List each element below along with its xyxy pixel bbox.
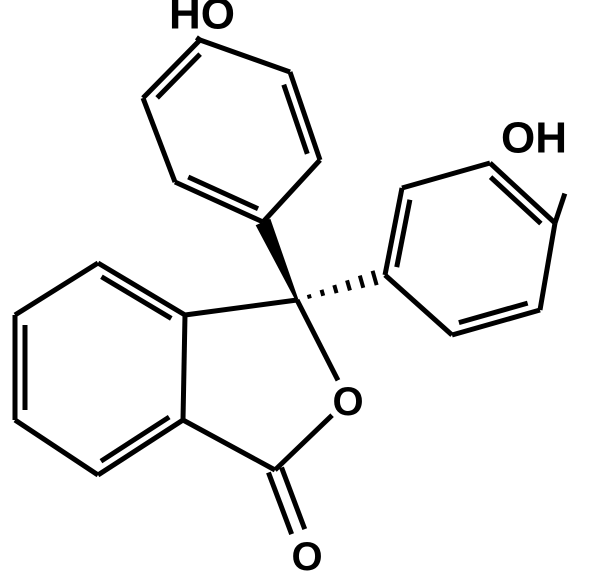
bond [98,263,185,315]
bond [373,271,377,285]
bond [175,182,263,222]
bond [347,280,350,290]
bond [309,295,310,299]
bond [402,163,490,188]
bond [385,275,452,335]
bond [15,420,98,475]
bond [101,277,171,319]
bond [183,315,185,420]
bond [322,290,324,296]
bond [360,276,363,288]
bond [183,420,275,470]
bond [555,194,565,223]
bond [101,417,169,461]
bond [98,420,183,475]
bond [540,223,555,310]
bond [200,40,290,72]
bond [297,300,338,380]
bond [334,285,336,293]
bond [459,303,528,323]
bond [143,98,175,182]
hydroxyl-label: HO [169,0,235,39]
atom-label-Ocarb: O [291,535,322,572]
hydroxyl-label: OH [501,114,567,163]
bond [143,40,200,98]
bond [263,160,320,222]
wedge-bond [256,219,299,301]
bond [185,300,297,315]
bond [275,415,332,470]
atom-label-Oring: O [332,380,363,424]
bond [15,263,98,315]
chemical-structure-diagram: HO OH O O [0,0,600,572]
bond [490,163,555,223]
